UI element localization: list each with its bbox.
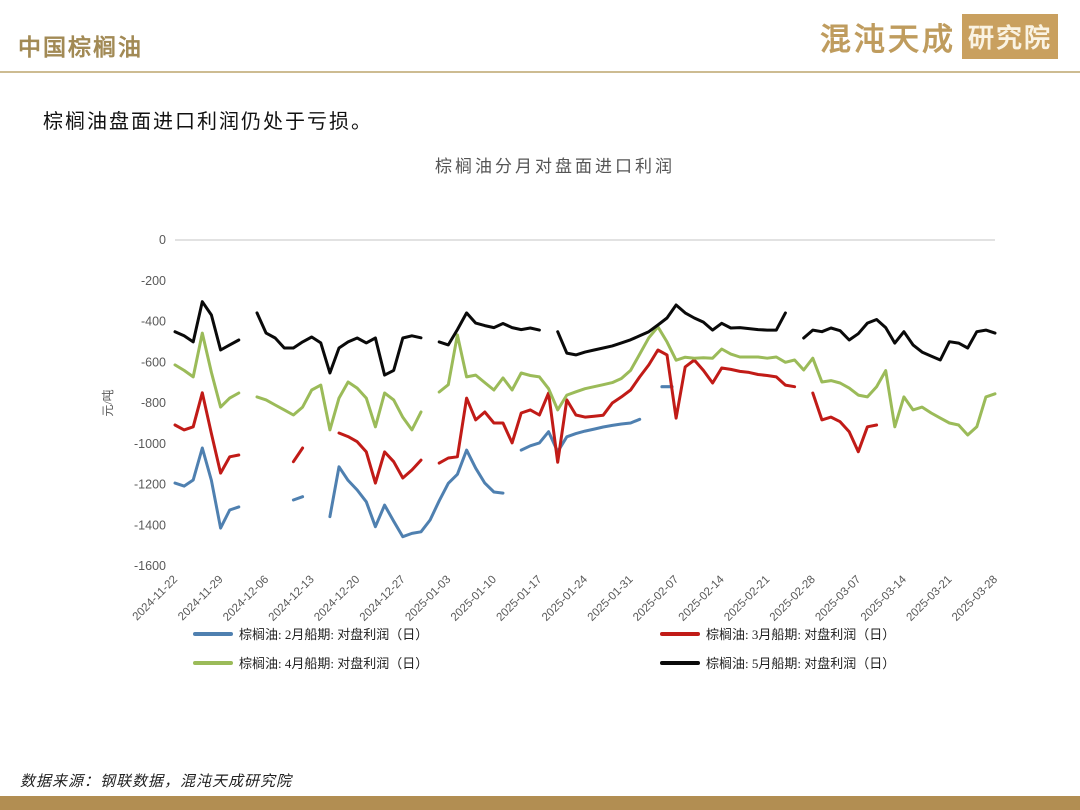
bottom-accent-bar: [0, 796, 1080, 810]
y-tick-label: -600: [141, 355, 166, 369]
series-line-2: [255, 380, 423, 432]
series-line-3: [255, 311, 423, 377]
page-title: 中国棕榈油: [18, 35, 143, 60]
series-line-3: [173, 300, 241, 352]
x-tick-label: 2025-02-14: [677, 573, 728, 624]
series-line-2: [173, 331, 241, 409]
legend-item-may: 棕榈油: 5月船期: 对盘利润（日）: [660, 653, 895, 672]
profit-line-chart: 0 -200 -400 -600 -800 -1000 -1200 -1400 -1600 元/吨…: [101, 233, 1000, 624]
series-line-3: [437, 311, 541, 347]
x-tick-label: 2025-02-28: [768, 574, 818, 624]
legend-label: 棕榈油: 5月船期: 对盘利润（日）: [706, 656, 896, 671]
x-tick-label: 2025-01-17: [494, 574, 544, 624]
y-tick-label: 0: [159, 233, 166, 247]
company-logo: 混沌天成 研究院: [820, 14, 1058, 59]
x-tick-label: 2025-01-03: [403, 574, 453, 624]
legend-label: 棕榈油: 3月船期: 对盘利润（日）: [706, 627, 896, 642]
x-tick-label: 2025-03-28: [950, 574, 1000, 624]
series-line-1: [337, 431, 423, 485]
series-line-0: [173, 446, 241, 530]
commentary-text: 棕榈油盘面进口利润仍处于亏损。: [43, 111, 373, 133]
series-line-2: [437, 325, 997, 437]
x-tick-label: 2025-03-14: [859, 573, 910, 624]
x-tick-label: 2024-11-22: [131, 574, 180, 623]
series-line-0: [519, 417, 642, 454]
legend-label: 棕榈油: 2月船期: 对盘利润（日）: [239, 627, 429, 642]
legend-item-feb: 棕榈油: 2月船期: 对盘利润（日）: [193, 624, 428, 643]
series-line-0: [328, 448, 505, 539]
series-line-3: [556, 303, 787, 357]
x-tick-label: 2024-12-13: [267, 574, 317, 624]
x-tick-label: 2025-01-24: [540, 573, 591, 624]
y-tick-label: -800: [141, 396, 166, 410]
header-divider: [0, 71, 1080, 73]
series-line-1: [437, 348, 797, 465]
data-source-note: 数据来源：钢联数据，混沌天成研究院: [20, 774, 293, 790]
series-line-1: [173, 391, 241, 475]
series-line-0: [291, 495, 305, 502]
chart-title: 棕榈油分月对盘面进口利润: [435, 157, 675, 176]
logo-wordmark: 混沌天成: [819, 22, 956, 57]
legend-label: 棕榈油: 4月船期: 对盘利润（日）: [239, 656, 429, 671]
x-tick-label: 2024-11-29: [176, 574, 225, 623]
series-line-1: [291, 446, 305, 464]
legend-item-mar: 棕榈油: 3月船期: 对盘利润（日）: [660, 624, 895, 643]
y-tick-label: -200: [141, 274, 166, 288]
y-axis-title: 元/吨: [101, 389, 115, 416]
x-tick-label: 2024-12-20: [312, 574, 362, 624]
y-tick-label: -1400: [134, 518, 166, 532]
legend-swatch-black: [660, 660, 700, 665]
y-tick-label: -1200: [134, 478, 166, 492]
legend-swatch-green: [193, 660, 233, 665]
chart-canvas: 0 -200 -400 -600 -800 -1000 -1200 -1400 -1600 元/吨…: [101, 233, 1000, 624]
legend-item-apr: 棕榈油: 4月船期: 对盘利润（日）: [193, 653, 428, 672]
y-tick-label: -1000: [134, 437, 166, 451]
x-tick-label: 2025-01-31: [586, 574, 636, 624]
x-tick-label: 2024-12-06: [221, 574, 271, 624]
series-line-1: [811, 391, 879, 454]
logo-badge: 研究院: [961, 14, 1058, 59]
x-tick-label: 2025-02-21: [722, 574, 772, 624]
x-tick-label: 2025-02-07: [631, 574, 681, 624]
y-tick-label: -400: [141, 315, 166, 329]
y-tick-label: -1600: [134, 559, 166, 573]
x-tick-label: 2024-12-27: [358, 574, 408, 624]
x-tick-label: 2025-03-21: [904, 574, 954, 624]
legend-swatch-blue: [193, 631, 233, 636]
x-tick-label: 2025-01-10: [449, 574, 499, 624]
legend-swatch-red: [660, 631, 700, 636]
x-tick-label: 2025-03-07: [813, 574, 863, 624]
series-line-3: [802, 318, 997, 362]
